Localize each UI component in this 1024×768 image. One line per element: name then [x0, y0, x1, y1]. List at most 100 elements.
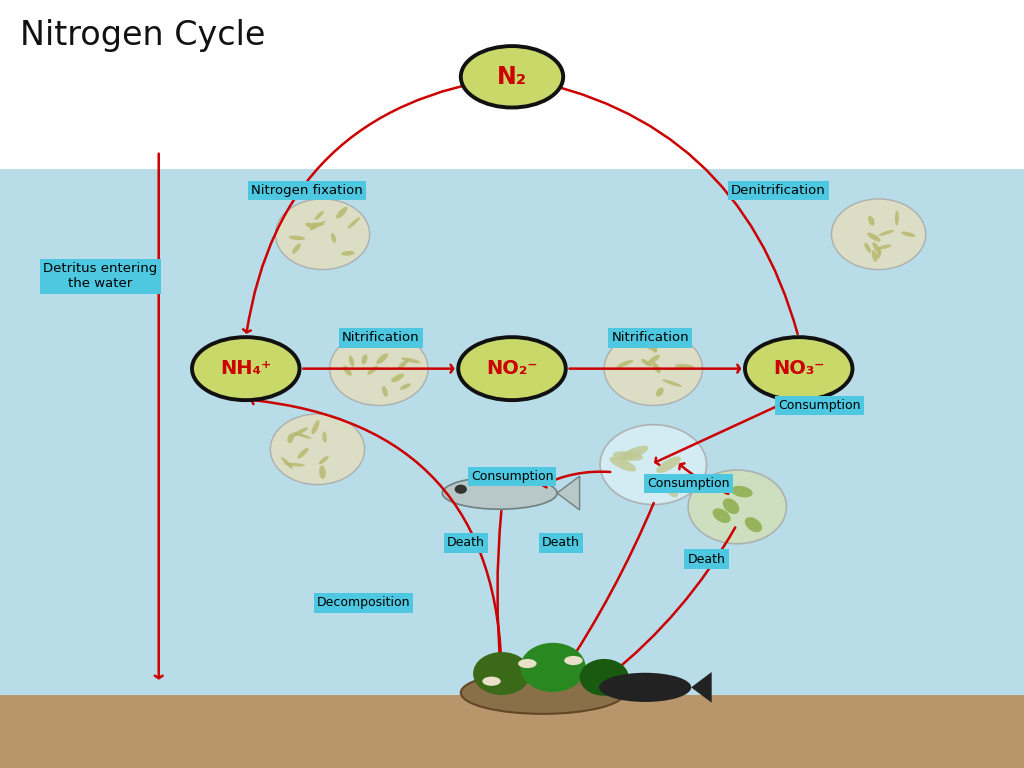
Text: Consumption: Consumption	[647, 478, 729, 490]
Ellipse shape	[482, 677, 501, 686]
Text: Nitrogen Cycle: Nitrogen Cycle	[20, 19, 266, 52]
Ellipse shape	[398, 360, 409, 369]
Ellipse shape	[744, 517, 762, 532]
Ellipse shape	[662, 476, 678, 498]
Ellipse shape	[612, 452, 643, 461]
Polygon shape	[0, 135, 114, 169]
Text: N₂: N₂	[497, 65, 527, 89]
Text: Nitrogen fixation: Nitrogen fixation	[251, 184, 364, 197]
Ellipse shape	[310, 223, 325, 226]
Ellipse shape	[461, 671, 625, 714]
Ellipse shape	[319, 465, 326, 478]
Ellipse shape	[285, 463, 305, 466]
Circle shape	[600, 425, 707, 505]
Text: NO₂⁻: NO₂⁻	[486, 359, 538, 378]
Polygon shape	[114, 135, 227, 169]
Ellipse shape	[647, 355, 660, 365]
Ellipse shape	[323, 432, 327, 442]
Text: Nitrification: Nitrification	[342, 332, 420, 344]
Polygon shape	[557, 476, 580, 510]
Ellipse shape	[331, 233, 336, 243]
Circle shape	[604, 332, 702, 406]
Text: NO₃⁻: NO₃⁻	[773, 359, 824, 378]
Text: Death: Death	[688, 553, 725, 565]
Text: Denitrification: Denitrification	[731, 184, 825, 197]
Ellipse shape	[377, 353, 388, 364]
Polygon shape	[455, 135, 569, 169]
Ellipse shape	[314, 211, 324, 220]
Polygon shape	[341, 135, 455, 169]
Polygon shape	[227, 135, 341, 169]
Ellipse shape	[713, 508, 731, 523]
Circle shape	[275, 199, 370, 270]
Ellipse shape	[311, 420, 319, 434]
Text: Death: Death	[543, 537, 580, 549]
Ellipse shape	[616, 359, 634, 368]
Ellipse shape	[319, 455, 329, 465]
Ellipse shape	[731, 486, 753, 498]
Ellipse shape	[382, 386, 388, 397]
Circle shape	[330, 332, 428, 406]
Ellipse shape	[341, 251, 354, 256]
Polygon shape	[691, 672, 712, 703]
Circle shape	[473, 652, 530, 695]
Ellipse shape	[868, 216, 874, 226]
Ellipse shape	[864, 243, 871, 253]
Ellipse shape	[293, 432, 311, 439]
Ellipse shape	[361, 354, 368, 365]
Ellipse shape	[745, 337, 852, 400]
Circle shape	[520, 643, 586, 692]
Ellipse shape	[292, 243, 301, 254]
Ellipse shape	[675, 364, 694, 369]
Ellipse shape	[656, 388, 664, 397]
Text: Consumption: Consumption	[778, 399, 860, 412]
Ellipse shape	[391, 373, 404, 382]
Circle shape	[580, 659, 629, 696]
Ellipse shape	[872, 243, 881, 253]
Ellipse shape	[349, 356, 354, 367]
Ellipse shape	[895, 210, 899, 225]
Ellipse shape	[368, 366, 378, 375]
Ellipse shape	[652, 362, 660, 373]
Ellipse shape	[641, 342, 657, 353]
Ellipse shape	[347, 217, 360, 229]
Bar	[0, 169, 1024, 699]
Ellipse shape	[400, 357, 421, 363]
Ellipse shape	[400, 383, 411, 390]
Circle shape	[270, 414, 365, 485]
Ellipse shape	[662, 379, 682, 387]
Polygon shape	[569, 135, 683, 169]
Ellipse shape	[289, 236, 305, 240]
Text: Decomposition: Decomposition	[316, 597, 411, 609]
Ellipse shape	[518, 659, 537, 668]
Ellipse shape	[305, 223, 316, 229]
Text: Death: Death	[447, 537, 484, 549]
Ellipse shape	[193, 337, 299, 400]
Text: NH₄⁺: NH₄⁺	[220, 359, 271, 378]
Ellipse shape	[622, 445, 648, 460]
Ellipse shape	[599, 673, 691, 702]
Ellipse shape	[871, 250, 878, 262]
Polygon shape	[797, 135, 910, 169]
Ellipse shape	[564, 656, 583, 665]
Bar	[0, 695, 1024, 768]
Polygon shape	[910, 135, 1024, 169]
Ellipse shape	[288, 433, 294, 443]
Ellipse shape	[656, 456, 681, 473]
Ellipse shape	[609, 457, 636, 472]
Ellipse shape	[879, 230, 894, 236]
Ellipse shape	[336, 207, 347, 219]
Ellipse shape	[627, 344, 642, 348]
Text: Nitrification: Nitrification	[611, 332, 689, 344]
Ellipse shape	[442, 477, 557, 509]
Ellipse shape	[282, 457, 293, 468]
Circle shape	[688, 470, 786, 544]
Circle shape	[455, 485, 467, 494]
Ellipse shape	[459, 337, 565, 400]
Circle shape	[831, 199, 926, 270]
Ellipse shape	[309, 221, 326, 230]
Ellipse shape	[292, 427, 308, 437]
Ellipse shape	[461, 46, 563, 108]
Ellipse shape	[901, 231, 915, 237]
Ellipse shape	[641, 359, 652, 366]
